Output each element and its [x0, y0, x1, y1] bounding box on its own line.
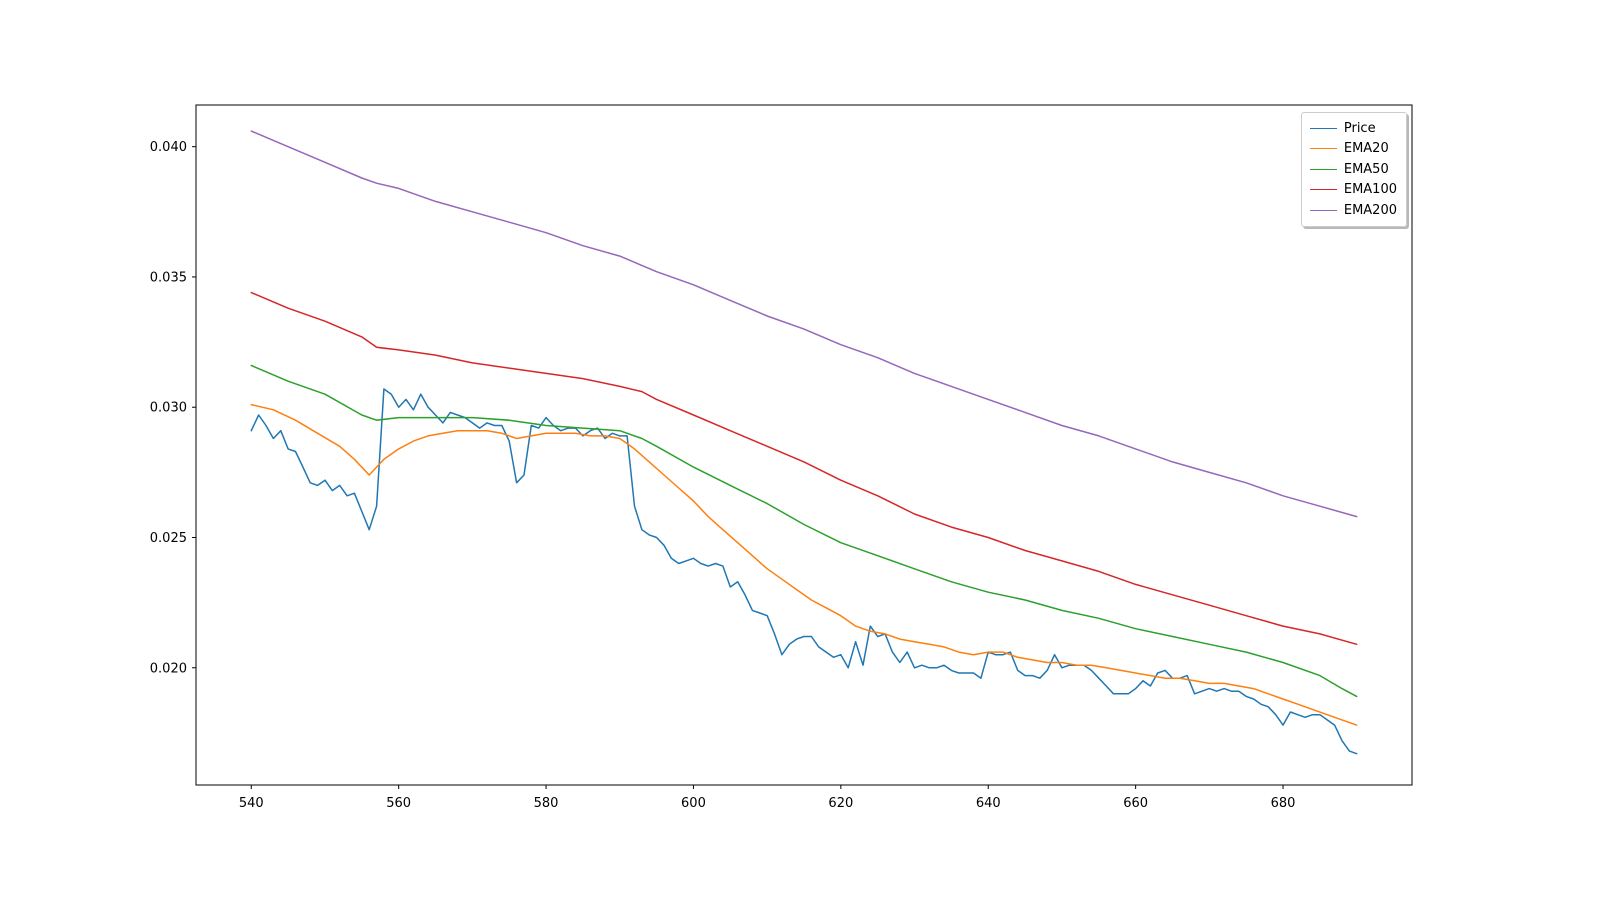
x-tick-label: 560: [386, 796, 411, 811]
legend-label: EMA200: [1343, 202, 1397, 218]
legend-item-ema100: EMA100: [1309, 180, 1397, 201]
y-tick-label: 0.030: [150, 401, 187, 416]
legend-label: Price: [1343, 120, 1376, 136]
legend-line-sample-icon: [1309, 209, 1337, 211]
y-tick-label: 0.025: [150, 531, 187, 546]
series-line-ema50: [250, 364, 1358, 698]
series-line-ema200: [250, 130, 1358, 518]
legend-item-ema50: EMA50: [1309, 159, 1397, 180]
legend-item-ema200: EMA200: [1309, 200, 1397, 221]
y-tick-label: 0.035: [150, 270, 187, 285]
legend-line-sample-icon: [1309, 189, 1337, 191]
x-tick-label: 640: [976, 796, 1001, 811]
x-tick-label: 600: [681, 796, 706, 811]
legend-line-sample-icon: [1309, 168, 1337, 170]
series-line-ema20: [250, 403, 1358, 726]
legend-item-price: Price: [1309, 118, 1397, 139]
legend-label: EMA20: [1343, 141, 1389, 157]
y-tick-label: 0.040: [150, 140, 187, 155]
y-tick-label: 0.020: [150, 661, 187, 676]
x-tick-label: 680: [1271, 796, 1296, 811]
legend-label: EMA100: [1343, 182, 1397, 198]
plot-area: [195, 104, 1413, 786]
series-line-ema100: [250, 291, 1358, 646]
x-tick-label: 660: [1123, 796, 1148, 811]
legend-item-ema20: EMA20: [1309, 139, 1397, 160]
legend: Price EMA20 EMA50 EMA100 EMA200: [1300, 112, 1407, 227]
x-tick-label: 540: [239, 796, 264, 811]
x-tick-label: 580: [534, 796, 559, 811]
legend-line-sample-icon: [1309, 148, 1337, 150]
x-tick-label: 620: [828, 796, 853, 811]
legend-line-sample-icon: [1309, 127, 1337, 129]
legend-label: EMA50: [1343, 161, 1389, 177]
